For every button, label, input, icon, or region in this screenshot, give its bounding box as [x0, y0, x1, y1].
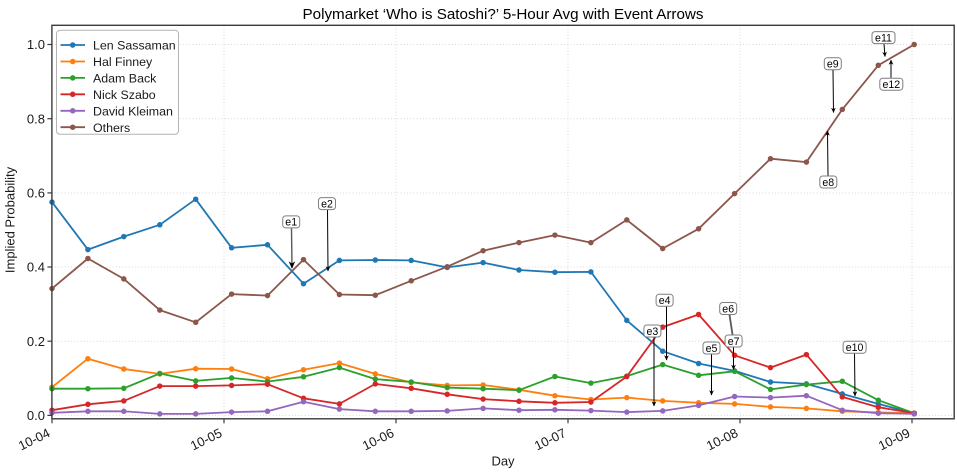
- svg-text:David Kleiman: David Kleiman: [93, 105, 173, 119]
- svg-text:Len Sassaman: Len Sassaman: [93, 39, 176, 53]
- svg-text:0.0: 0.0: [27, 408, 45, 423]
- svg-text:e8: e8: [822, 177, 834, 189]
- svg-text:Polymarket ‘Who is Satoshi?’ 5: Polymarket ‘Who is Satoshi?’ 5-Hour Avg …: [303, 6, 704, 23]
- svg-text:0.4: 0.4: [27, 260, 45, 275]
- svg-text:e2: e2: [321, 198, 333, 210]
- svg-text:e9: e9: [827, 59, 839, 71]
- svg-text:e4: e4: [659, 295, 671, 307]
- svg-text:e1: e1: [285, 217, 297, 229]
- svg-text:e5: e5: [706, 343, 718, 355]
- svg-text:Others: Others: [93, 121, 130, 135]
- svg-text:e6: e6: [722, 303, 734, 315]
- svg-text:e10: e10: [846, 342, 864, 354]
- svg-text:0.8: 0.8: [27, 111, 45, 126]
- svg-text:Hal Finney: Hal Finney: [93, 55, 153, 69]
- svg-text:e11: e11: [875, 32, 892, 44]
- svg-text:0.2: 0.2: [27, 334, 45, 349]
- svg-text:e3: e3: [647, 326, 659, 338]
- svg-text:Implied Probability: Implied Probability: [3, 166, 18, 273]
- svg-text:Day: Day: [491, 454, 515, 469]
- svg-text:1.0: 1.0: [27, 37, 45, 52]
- svg-text:e7: e7: [728, 336, 740, 348]
- svg-text:e12: e12: [882, 79, 900, 91]
- svg-text:0.6: 0.6: [27, 186, 45, 201]
- svg-text:Adam Back: Adam Back: [93, 72, 157, 86]
- svg-text:Nick Szabo: Nick Szabo: [93, 88, 156, 102]
